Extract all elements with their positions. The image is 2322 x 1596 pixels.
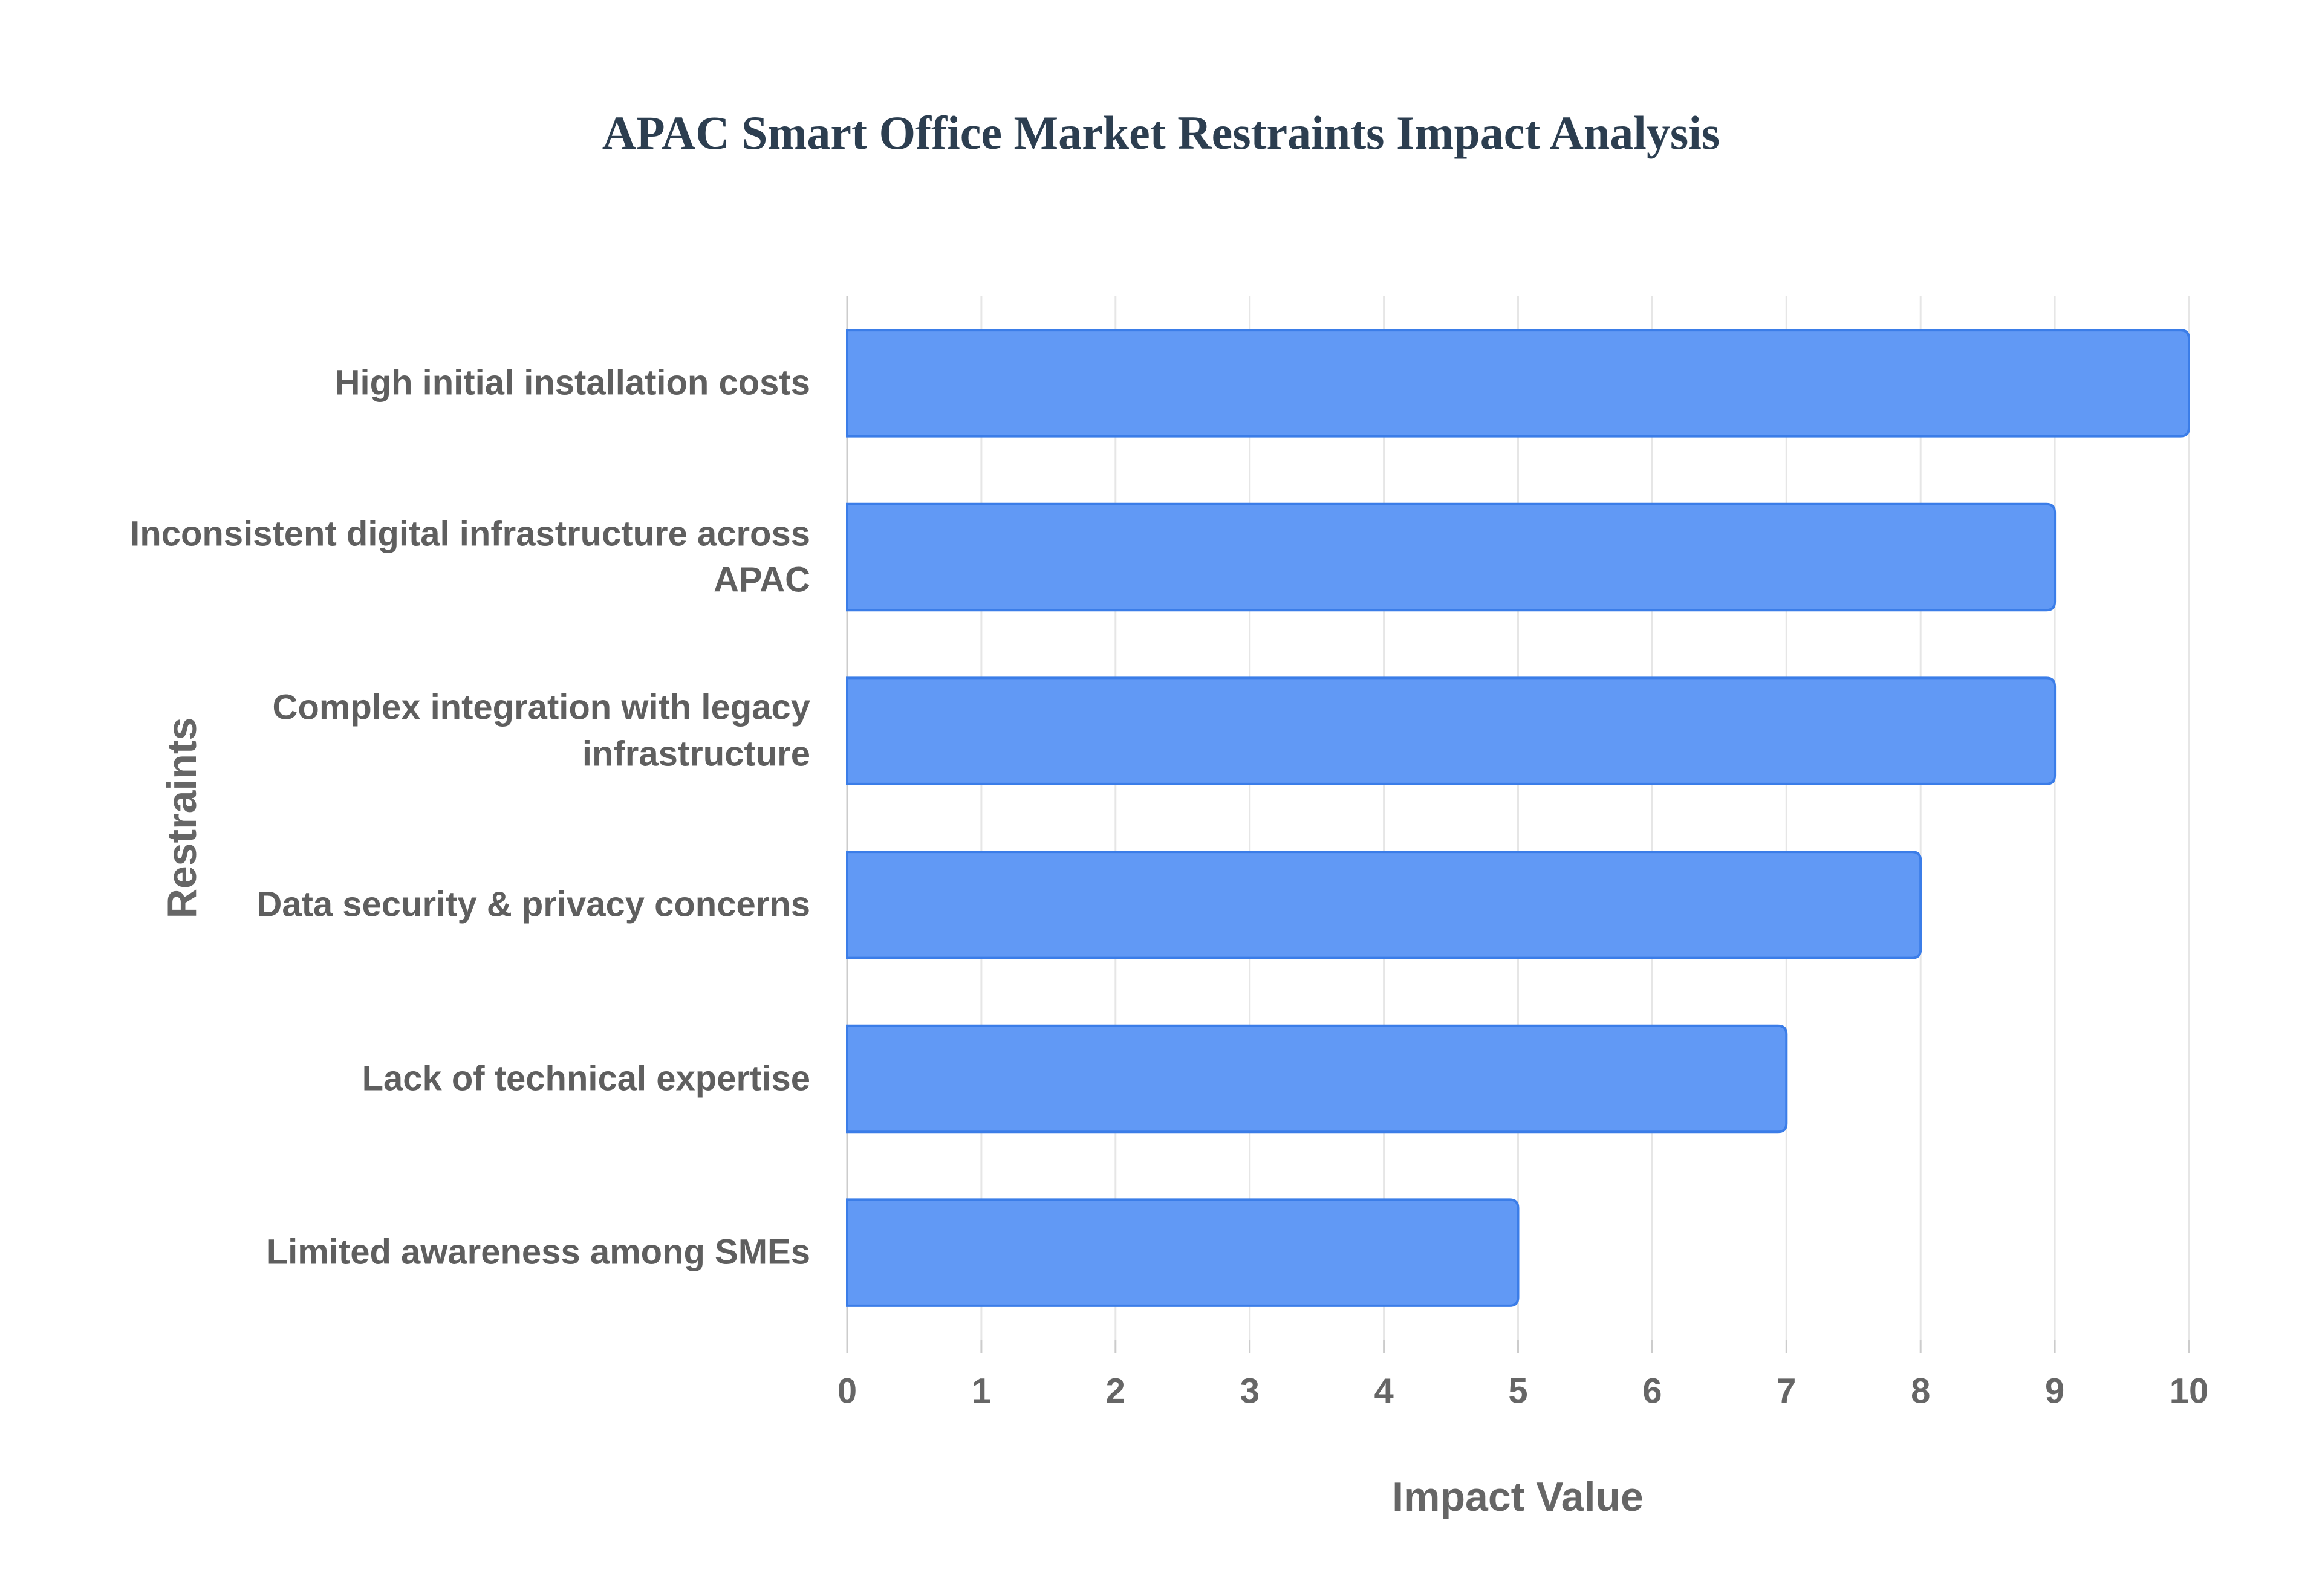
bar <box>846 1024 1788 1134</box>
y-tick-label: Complex integration with legacy infrastr… <box>272 687 810 774</box>
x-tick-label: 2 <box>1106 1371 1125 1410</box>
bar <box>846 676 2057 785</box>
x-tick-label: 1 <box>972 1371 991 1410</box>
bar <box>846 329 2190 438</box>
y-tick-label: Inconsistent digital infrastructure acro… <box>130 513 810 600</box>
x-tick-label: 6 <box>1642 1371 1662 1410</box>
y-tick-label: Limited awareness among SMEs <box>266 1232 810 1272</box>
chart-title: APAC Smart Office Market Restraints Impa… <box>602 106 1720 159</box>
x-tick-label: 9 <box>2045 1371 2064 1410</box>
bar <box>846 502 2057 612</box>
bar <box>846 1198 1520 1307</box>
x-tick-label: 3 <box>1240 1371 1260 1410</box>
y-tick-label: High initial installation costs <box>334 363 810 403</box>
x-axis-title: Impact Value <box>1392 1474 1644 1520</box>
y-tick-label: Data security & privacy concerns <box>256 884 810 924</box>
bar <box>846 851 1922 959</box>
y-axis-title: Restraints <box>159 718 205 919</box>
x-tick-label: 4 <box>1374 1371 1393 1410</box>
x-tick-label: 8 <box>1911 1371 1930 1410</box>
x-tick-label: 5 <box>1508 1371 1527 1410</box>
x-tick-label: 7 <box>1777 1371 1796 1410</box>
x-tick-label: 0 <box>837 1371 857 1410</box>
y-tick-label: Lack of technical expertise <box>362 1059 810 1098</box>
x-tick-label: 10 <box>2170 1371 2209 1410</box>
